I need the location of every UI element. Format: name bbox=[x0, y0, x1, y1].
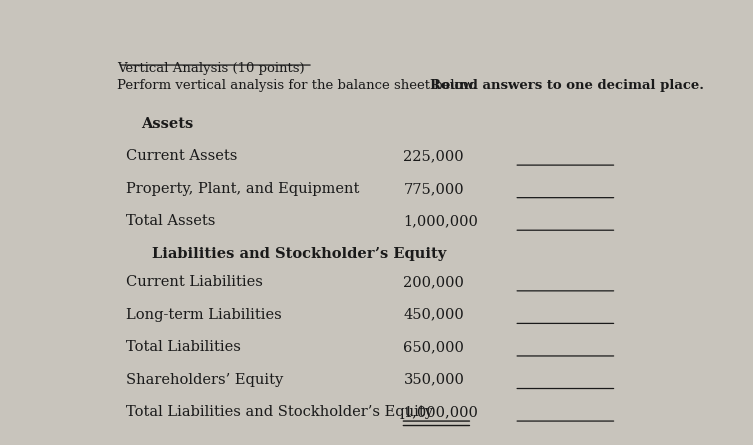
Text: 225,000: 225,000 bbox=[404, 150, 464, 163]
Text: 350,000: 350,000 bbox=[404, 373, 465, 387]
Text: 775,000: 775,000 bbox=[404, 182, 464, 196]
Text: 450,000: 450,000 bbox=[404, 307, 464, 322]
Text: Property, Plant, and Equipment: Property, Plant, and Equipment bbox=[127, 182, 360, 196]
Text: Assets: Assets bbox=[141, 117, 193, 131]
Text: 1,000,000: 1,000,000 bbox=[404, 405, 478, 419]
Text: 200,000: 200,000 bbox=[404, 275, 465, 289]
Text: 1,000,000: 1,000,000 bbox=[404, 214, 478, 228]
Text: Vertical Analysis (10 points): Vertical Analysis (10 points) bbox=[117, 62, 305, 75]
Text: Total Liabilities and Stockholder’s Equity: Total Liabilities and Stockholder’s Equi… bbox=[127, 405, 433, 419]
Text: Liabilities and Stockholder’s Equity: Liabilities and Stockholder’s Equity bbox=[152, 247, 447, 261]
Text: Long-term Liabilities: Long-term Liabilities bbox=[127, 307, 282, 322]
Text: Total Assets: Total Assets bbox=[127, 214, 215, 228]
Text: 650,000: 650,000 bbox=[404, 340, 465, 354]
Text: Current Assets: Current Assets bbox=[127, 150, 238, 163]
Text: Shareholders’ Equity: Shareholders’ Equity bbox=[127, 373, 283, 387]
Text: Total Liabilities: Total Liabilities bbox=[127, 340, 241, 354]
Text: Round answers to one decimal place.: Round answers to one decimal place. bbox=[430, 79, 704, 92]
Text: Current Liabilities: Current Liabilities bbox=[127, 275, 263, 289]
Text: Perform vertical analysis for the balance sheet below.: Perform vertical analysis for the balanc… bbox=[117, 79, 477, 92]
